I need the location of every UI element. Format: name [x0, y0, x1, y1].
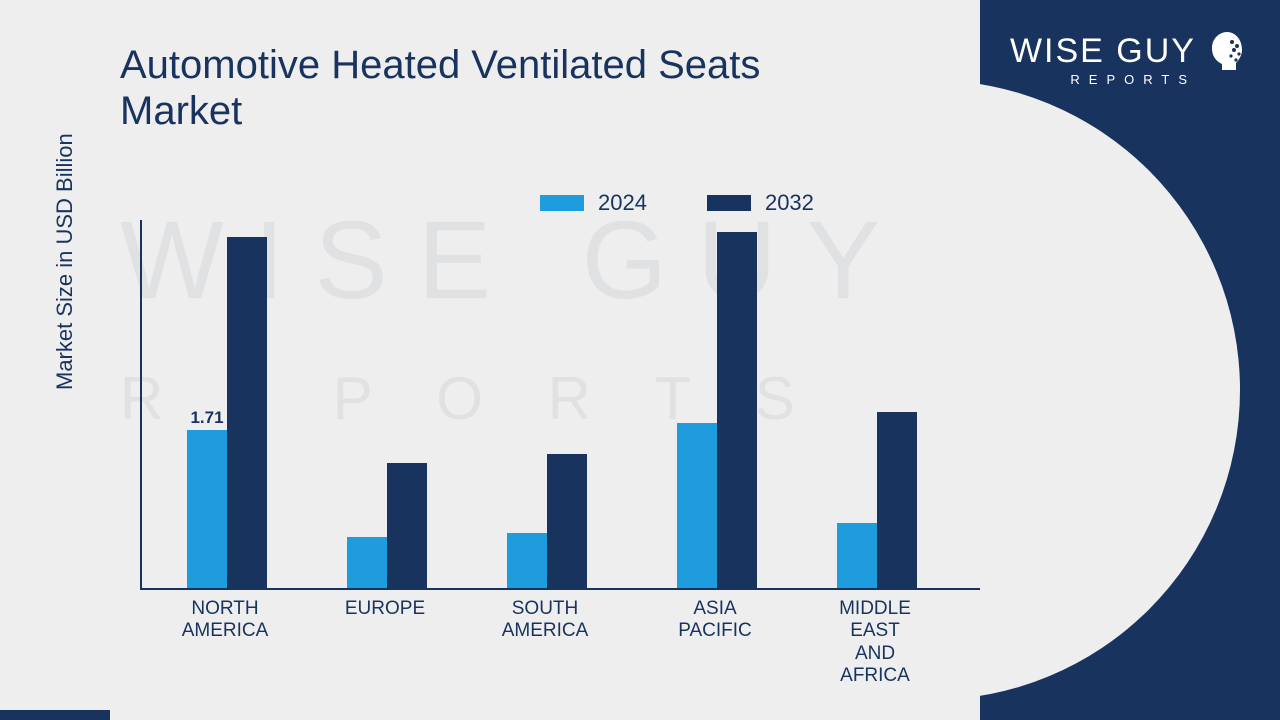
brand-logo-text: WISE GUY: [1010, 32, 1196, 71]
legend-label-2024: 2024: [598, 190, 647, 216]
legend-item-2032: 2032: [707, 190, 814, 216]
x-tick-label: EUROPE: [320, 598, 450, 620]
bar-2024: [677, 423, 717, 588]
brand-logo-sub: REPORTS: [1010, 72, 1250, 87]
bar-group: [652, 232, 782, 588]
legend-swatch-2032: [707, 195, 751, 211]
bar-2024: [507, 533, 547, 589]
legend-label-2032: 2032: [765, 190, 814, 216]
x-tick-label: SOUTHAMERICA: [480, 598, 610, 643]
x-tick-label: NORTHAMERICA: [160, 598, 290, 643]
legend-swatch-2024: [540, 195, 584, 211]
chart-title: Automotive Heated Ventilated Seats Marke…: [120, 42, 880, 134]
brand-logo: WISE GUY REPORTS: [1010, 28, 1250, 87]
brand-logo-main: WISE GUY: [1010, 28, 1250, 74]
brand-head-icon: [1204, 28, 1250, 74]
bar-group: [322, 463, 452, 588]
chart-area: 1.71 NORTHAMERICAEUROPESOUTHAMERICAASIAP…: [100, 220, 1000, 590]
bar-2024: [837, 523, 877, 588]
bar-2032: [877, 412, 917, 588]
x-tick-label: ASIAPACIFIC: [650, 598, 780, 643]
plot-area: 1.71: [140, 220, 980, 590]
bar-group: 1.71: [162, 237, 292, 589]
page-root: WISE GUY R E P O R T S WISE GUY REPORTS …: [0, 0, 1280, 720]
y-axis-label: Market Size in USD Billion: [52, 133, 78, 390]
bar-2024: [347, 537, 387, 588]
legend-item-2024: 2024: [540, 190, 647, 216]
bar-2032: [717, 232, 757, 588]
footer-accent-bar: [0, 710, 110, 720]
bar-group: [482, 454, 612, 588]
bar-value-label: 1.71: [177, 408, 237, 428]
x-axis-labels: NORTHAMERICA EUROPE SOUTHAMERICA ASIAPACIFI…: [140, 592, 980, 712]
legend: 2024 2032: [540, 190, 814, 216]
bar-2024: 1.71: [187, 430, 227, 588]
bar-group: [812, 412, 942, 588]
x-tick-label: MIDDLEEASTANDAFRICA: [810, 598, 940, 688]
bar-2032: [547, 454, 587, 588]
bar-2032: [387, 463, 427, 588]
